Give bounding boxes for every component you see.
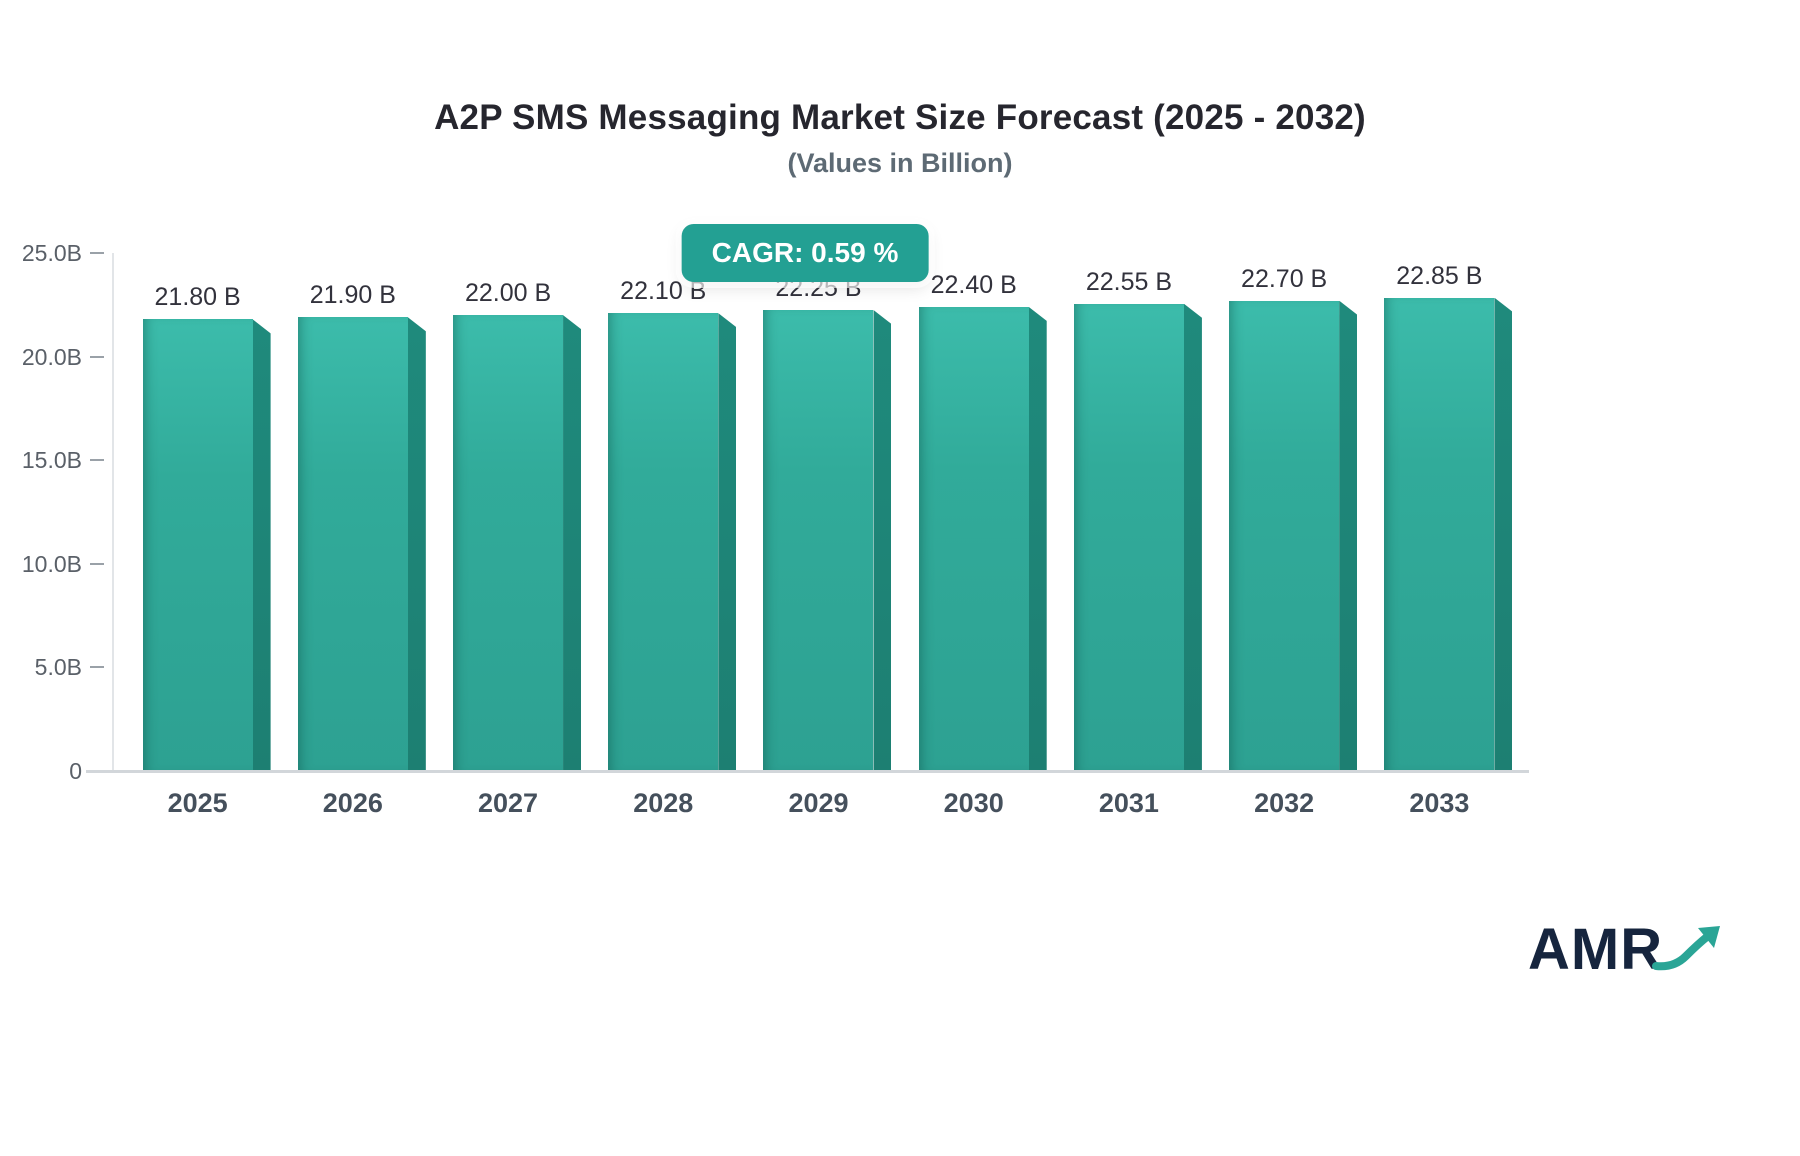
- y-tick-mark: [90, 355, 104, 358]
- y-tick-label: 20.0B: [21, 343, 82, 370]
- bar-2028: [608, 313, 719, 771]
- bar-2031: [1073, 303, 1184, 771]
- y-tick-mark: [90, 666, 104, 669]
- bar-value-label: 21.90 B: [309, 281, 396, 310]
- bar-2025: [142, 319, 253, 771]
- bar-group-2032: 22.70 B 2032: [1207, 253, 1362, 818]
- bar-group-2031: 22.55 B 2031: [1051, 253, 1206, 818]
- bar-value-label: 22.70 B: [1241, 264, 1328, 293]
- bar-2030: [918, 306, 1029, 771]
- amr-logo-text: AMR: [1528, 917, 1664, 982]
- bar-2032: [1229, 300, 1340, 771]
- x-axis-label-2025: 2025: [167, 788, 228, 818]
- chart-subtitle: (Values in Billion): [787, 148, 1013, 178]
- bar-group-2033: 22.85 B 2033: [1362, 253, 1517, 818]
- y-tick-mark: [90, 562, 104, 565]
- bar-2027: [453, 315, 564, 771]
- x-axis-baseline: [86, 770, 1529, 773]
- y-tick-mark: [90, 252, 104, 254]
- x-axis-label-2030: 2030: [943, 788, 1004, 818]
- y-axis-line: [112, 253, 114, 771]
- y-tick-label: 10.0B: [21, 550, 82, 577]
- growth-arrow-icon: [1652, 926, 1720, 971]
- bar-group-2028: 22.10 B 2028: [586, 253, 741, 818]
- y-tick-label: 15.0B: [21, 447, 82, 474]
- bar-group-2027: 22.00 B 2027: [430, 253, 585, 818]
- plot-area: 0 5.0B 10.0B 15.0B 20.0B 25.0B 21.80 B 2025 21.…: [22, 240, 1529, 818]
- x-axis-label-2027: 2027: [478, 788, 539, 818]
- bar-group-2029: 22.25 B 2029: [741, 253, 896, 818]
- bar-group-2026: 21.90 B 2026: [275, 253, 430, 818]
- y-tick-label: 25.0B: [21, 240, 82, 266]
- bar-value-label: 21.80 B: [154, 283, 241, 312]
- amr-logo: AMR: [1528, 916, 1720, 986]
- bar-2033: [1384, 297, 1495, 771]
- bar-value-label: 22.40 B: [930, 270, 1017, 299]
- bar-2026: [297, 317, 408, 771]
- bar-value-label: 22.85 B: [1396, 261, 1483, 290]
- bar-group-2025: 21.80 B 2025: [120, 253, 275, 818]
- bar-value-label: 22.55 B: [1085, 267, 1173, 296]
- x-axis-label-2033: 2033: [1409, 788, 1470, 818]
- y-tick-label: 5.0B: [34, 654, 82, 681]
- bar-series: 21.80 B 2025 21.90 B 2026 22.00 B 2027 22.10 B…: [120, 253, 1517, 818]
- bar-value-label: 22.00 B: [464, 279, 552, 308]
- chart-title: A2P SMS Messaging Market Size Forecast (…: [434, 98, 1366, 137]
- bar-2029: [763, 309, 874, 771]
- cagr-badge: CAGR: 0.59 %: [681, 224, 929, 282]
- x-axis-label-2028: 2028: [633, 788, 694, 818]
- y-tick-mark: [90, 459, 104, 462]
- x-axis-label-2031: 2031: [1098, 788, 1159, 818]
- bar-group-2030: 22.40 B 2030: [896, 253, 1051, 818]
- x-axis-label-2029: 2029: [788, 788, 849, 818]
- x-axis-label-2026: 2026: [322, 788, 383, 818]
- x-axis-label-2032: 2032: [1254, 788, 1315, 818]
- y-tick-label: 0: [69, 758, 82, 784]
